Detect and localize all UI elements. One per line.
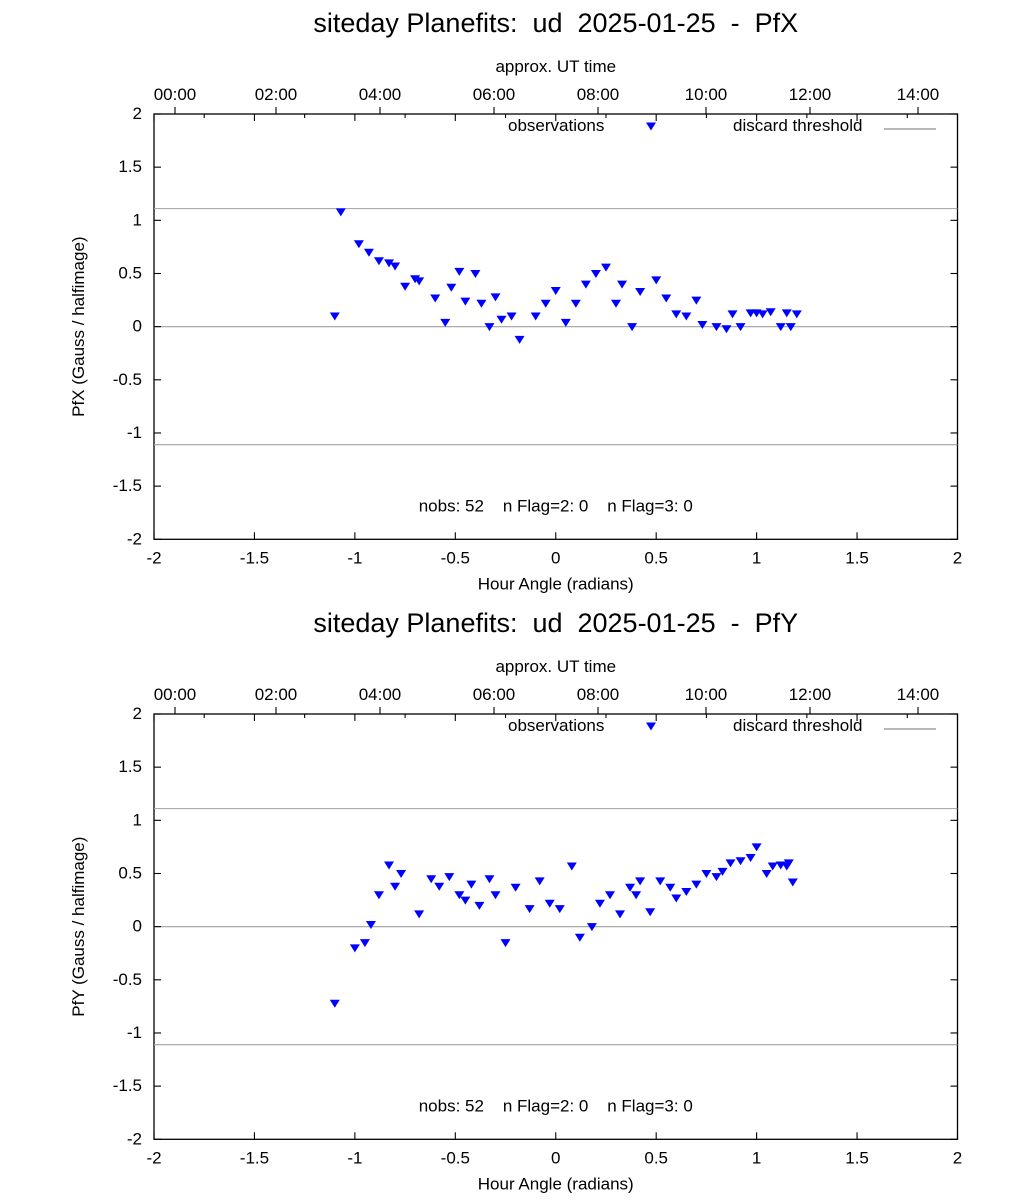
svg-text:08:00: 08:00 [577,85,620,104]
svg-text:04:00: 04:00 [359,85,402,104]
svg-text:08:00: 08:00 [577,685,620,704]
svg-text:1: 1 [133,810,142,829]
svg-text:0: 0 [551,1148,560,1167]
svg-text:1.5: 1.5 [118,157,142,176]
svg-text:observations: observations [508,116,604,135]
svg-text:0.5: 0.5 [644,548,668,567]
svg-text:-2: -2 [127,1129,142,1148]
svg-text:-0.5: -0.5 [441,548,470,567]
svg-text:PfX (Gauss / halfimage): PfX (Gauss / halfimage) [69,236,88,416]
svg-text:1: 1 [133,210,142,229]
svg-text:approx. UT time: approx. UT time [495,57,616,76]
svg-text:-1: -1 [127,423,142,442]
svg-text:-1: -1 [347,548,362,567]
svg-text:siteday Planefits: ud 2025-0: siteday Planefits: ud 2025-01-25 - PfX [313,8,798,38]
svg-text:Hour Angle (radians): Hour Angle (radians) [478,574,634,593]
svg-text:-1.5: -1.5 [113,476,142,495]
svg-text:nobs: 52 n Flag=2: 0 n F: nobs: 52 n Flag=2: 0 n Flag=3: 0 [419,496,693,515]
svg-text:00:00: 00:00 [154,685,197,704]
svg-text:02:00: 02:00 [255,685,298,704]
svg-text:PfY (Gauss / halfimage): PfY (Gauss / halfimage) [69,837,88,1017]
svg-text:-0.5: -0.5 [441,1148,470,1167]
svg-text:2: 2 [133,704,142,723]
svg-text:1.5: 1.5 [118,757,142,776]
svg-text:0: 0 [133,317,142,336]
svg-text:06:00: 06:00 [473,85,516,104]
svg-text:10:00: 10:00 [685,85,728,104]
svg-text:-1: -1 [127,1023,142,1042]
svg-text:0: 0 [133,917,142,936]
svg-text:14:00: 14:00 [897,85,940,104]
svg-text:approx. UT time: approx. UT time [495,657,616,676]
svg-text:12:00: 12:00 [789,685,832,704]
svg-text:siteday Planefits: ud 2025-0: siteday Planefits: ud 2025-01-25 - PfY [313,608,798,638]
svg-text:1: 1 [752,1148,761,1167]
svg-text:2: 2 [953,1148,962,1167]
svg-text:-0.5: -0.5 [113,970,142,989]
svg-text:14:00: 14:00 [897,685,940,704]
svg-text:00:00: 00:00 [154,85,197,104]
svg-text:1.5: 1.5 [845,548,869,567]
svg-text:12:00: 12:00 [789,85,832,104]
svg-text:Hour Angle (radians): Hour Angle (radians) [478,1174,634,1193]
svg-text:02:00: 02:00 [255,85,298,104]
svg-text:discard threshold: discard threshold [733,116,862,135]
svg-text:1.5: 1.5 [845,1148,869,1167]
svg-text:-2: -2 [127,529,142,548]
svg-text:-2: -2 [146,1148,161,1167]
svg-text:2: 2 [133,104,142,123]
svg-text:0.5: 0.5 [118,263,142,282]
svg-text:-1.5: -1.5 [240,548,269,567]
svg-text:-1: -1 [347,1148,362,1167]
svg-text:0.5: 0.5 [118,863,142,882]
svg-text:0.5: 0.5 [644,1148,668,1167]
svg-text:-1.5: -1.5 [113,1076,142,1095]
svg-text:1: 1 [752,548,761,567]
svg-text:0: 0 [551,548,560,567]
svg-text:-2: -2 [146,548,161,567]
svg-text:discard threshold: discard threshold [733,716,862,735]
svg-text:-1.5: -1.5 [240,1148,269,1167]
svg-text:observations: observations [508,716,604,735]
svg-text:-0.5: -0.5 [113,370,142,389]
svg-text:04:00: 04:00 [359,685,402,704]
svg-text:10:00: 10:00 [685,685,728,704]
svg-text:2: 2 [953,548,962,567]
svg-text:nobs: 52 n Flag=2: 0 n F: nobs: 52 n Flag=2: 0 n Flag=3: 0 [419,1096,693,1115]
svg-text:06:00: 06:00 [473,685,516,704]
